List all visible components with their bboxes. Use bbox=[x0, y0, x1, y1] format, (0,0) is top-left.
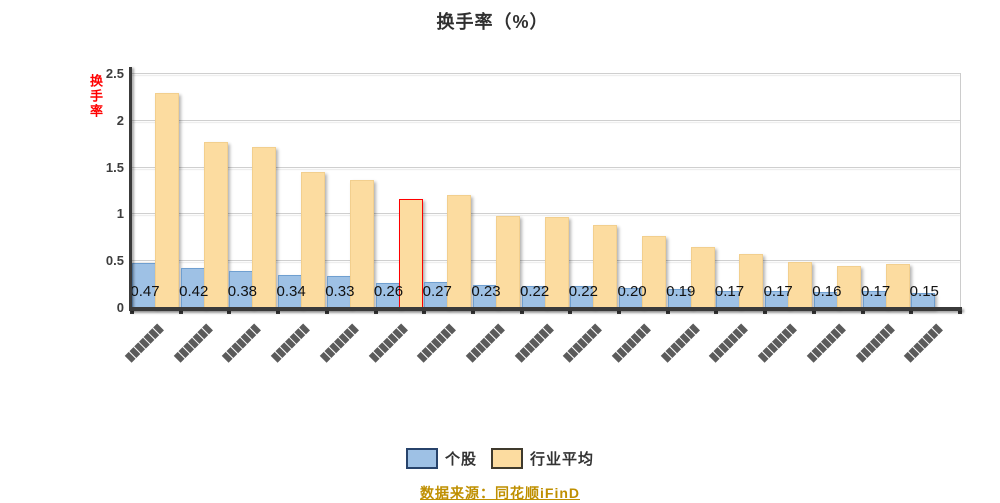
bar-value-label: 0.20 bbox=[617, 283, 647, 300]
bar-value-label: 0.26 bbox=[373, 283, 404, 300]
industry-bar[interactable] bbox=[155, 92, 179, 309]
industry-bar[interactable] bbox=[739, 253, 764, 309]
legend: 个股 行业平均 bbox=[0, 448, 1000, 469]
x-tick-label: ███████ bbox=[465, 323, 506, 363]
industry-bar[interactable] bbox=[203, 142, 228, 309]
legend-swatch-stock bbox=[405, 448, 438, 469]
x-tick-label: ███████ bbox=[222, 323, 262, 363]
bar-value-label: 0.17 bbox=[763, 283, 793, 300]
y-tick-label: 2.5 bbox=[105, 66, 124, 81]
industry-bar[interactable] bbox=[690, 247, 715, 309]
x-tick-label: ███████ bbox=[271, 323, 311, 363]
industry-bar[interactable] bbox=[593, 224, 618, 309]
x-tick-label: ███████ bbox=[173, 323, 214, 363]
y-tick-label: 1 bbox=[116, 206, 124, 222]
x-tick-label: ███████ bbox=[368, 323, 408, 363]
x-axis-line bbox=[129, 307, 962, 311]
bar-value-label: 0.17 bbox=[714, 283, 745, 300]
grid-line bbox=[132, 73, 960, 74]
industry-bar[interactable] bbox=[836, 265, 861, 309]
bar-value-label: 0.34 bbox=[276, 283, 306, 300]
chart-title: 换手率（%） bbox=[436, 12, 549, 32]
bar-value-label: 0.27 bbox=[422, 283, 452, 300]
y-tick-label: 2 bbox=[116, 112, 124, 128]
x-tick-label: ███████ bbox=[417, 323, 457, 363]
legend-label-stock: 个股 bbox=[444, 451, 477, 468]
legend-item-industry[interactable]: 行业平均 bbox=[491, 448, 594, 469]
industry-bar[interactable] bbox=[252, 146, 277, 309]
bar-value-label: 0.47 bbox=[130, 283, 160, 300]
industry-bar[interactable] bbox=[544, 217, 569, 309]
legend-item-stock[interactable]: 个股 bbox=[405, 448, 477, 469]
stock-bar[interactable] bbox=[229, 271, 254, 309]
industry-bar[interactable] bbox=[642, 235, 667, 309]
grid-line bbox=[132, 119, 960, 121]
grid-line bbox=[132, 166, 960, 168]
bar-value-label: 0.23 bbox=[471, 283, 501, 300]
x-tick-label: ███████ bbox=[904, 323, 944, 363]
y-tick-label: 1.5 bbox=[105, 159, 124, 175]
bar-value-label: 0.22 bbox=[520, 283, 550, 300]
legend-label-industry: 行业平均 bbox=[530, 451, 595, 468]
industry-bar[interactable] bbox=[885, 263, 910, 309]
industry-bar[interactable] bbox=[349, 179, 374, 309]
x-tick-label: ███████ bbox=[514, 323, 555, 363]
y-axis-unit-label: 换手率 bbox=[88, 74, 103, 119]
y-tick-label: 0 bbox=[116, 300, 124, 315]
legend-swatch-industry bbox=[491, 448, 523, 469]
bar-value-label: 0.16 bbox=[812, 283, 842, 300]
bar-value-label: 0.22 bbox=[568, 283, 598, 300]
x-tick-label: ███████ bbox=[612, 323, 652, 363]
data-source-link[interactable]: 数据来源：同花顺iFinD bbox=[420, 485, 580, 501]
industry-bar[interactable] bbox=[788, 262, 813, 309]
plot-right-border bbox=[960, 73, 961, 307]
industry-bar[interactable] bbox=[301, 172, 326, 309]
x-tick-label: ███████ bbox=[806, 323, 847, 363]
y-tick-label: 0.5 bbox=[105, 253, 124, 269]
x-tick-label: ███████ bbox=[855, 323, 895, 363]
industry-bar-highlighted[interactable] bbox=[398, 199, 423, 309]
x-tick-label: ███████ bbox=[124, 323, 165, 363]
bar-value-label: 0.42 bbox=[179, 283, 209, 300]
x-tick-label: ███████ bbox=[709, 323, 749, 363]
x-tick-label: ███████ bbox=[563, 323, 603, 363]
industry-bar[interactable] bbox=[447, 194, 472, 309]
industry-bar[interactable] bbox=[495, 216, 520, 309]
stock-bar[interactable] bbox=[180, 267, 205, 309]
y-axis-line bbox=[129, 67, 132, 311]
grid-line bbox=[132, 213, 960, 215]
bar-value-label: 0.17 bbox=[860, 283, 891, 300]
bar-value-label: 0.15 bbox=[909, 283, 939, 300]
bar-value-label: 0.19 bbox=[666, 283, 696, 300]
x-tick-label: ███████ bbox=[660, 323, 701, 363]
x-tick-label: ███████ bbox=[319, 323, 360, 363]
x-tick-label: ███████ bbox=[758, 323, 798, 363]
bar-value-label: 0.33 bbox=[325, 283, 355, 300]
stock-bar[interactable] bbox=[278, 275, 303, 309]
bar-value-label: 0.38 bbox=[227, 283, 258, 300]
